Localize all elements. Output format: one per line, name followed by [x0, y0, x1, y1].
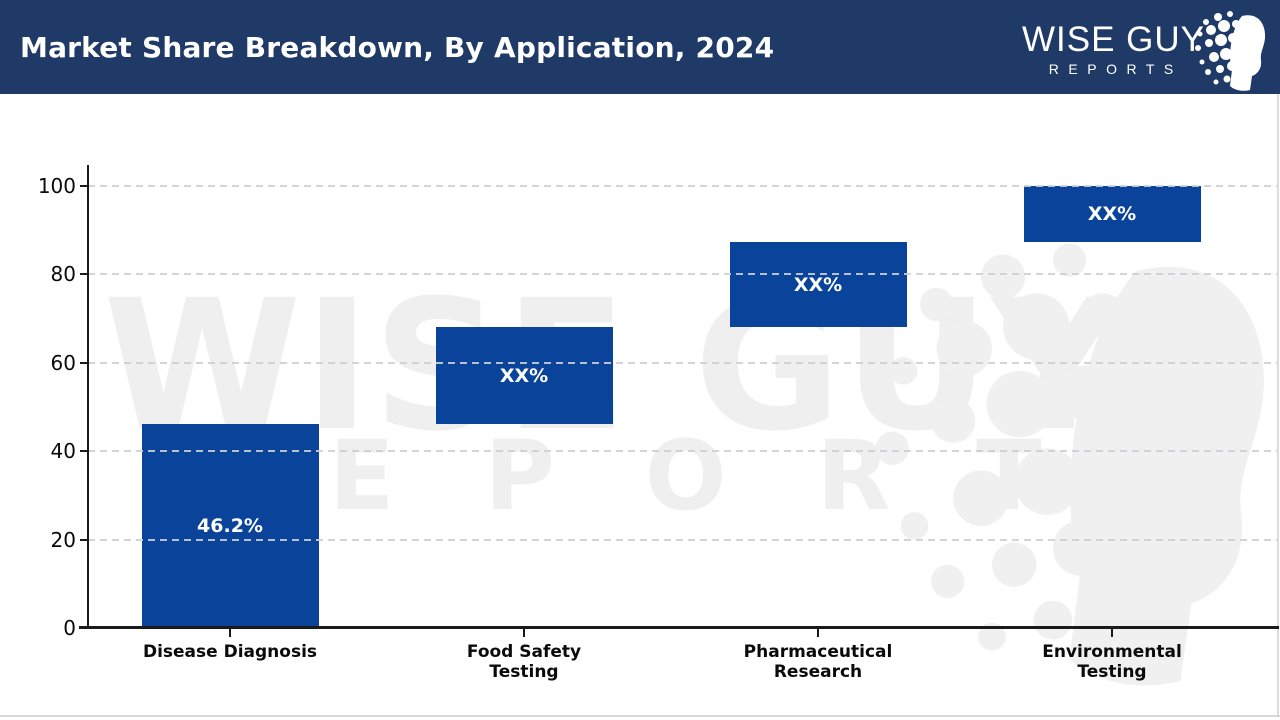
- y-tick-mark: [80, 361, 88, 364]
- y-tick-label: 40: [50, 439, 76, 464]
- gridline-y40: [88, 450, 1277, 453]
- gridline-y100: [88, 185, 1277, 187]
- bar-value-label: XX%: [793, 273, 843, 296]
- x-axis-line: [79, 626, 1279, 629]
- bar-1: [141, 423, 319, 628]
- bottom-edge-rule: [0, 715, 1280, 717]
- watermark-subword: REPORTS: [165, 420, 1280, 532]
- bar-3: [729, 242, 907, 328]
- y-tick-label: 20: [50, 527, 76, 552]
- y-tick-label: 80: [50, 262, 76, 287]
- gridline-y80: [88, 273, 1277, 276]
- y-tick-mark: [80, 450, 88, 453]
- x-category-label-line: Environmental: [1042, 642, 1182, 662]
- header-band: Market Share Breakdown, By Application, …: [0, 0, 1280, 94]
- y-tick-label: 60: [50, 350, 76, 375]
- x-category-label-line: Testing: [1077, 662, 1147, 682]
- x-category-label-line: Disease Diagnosis: [142, 642, 318, 662]
- brand-logo: WISE GUY REPORTS: [1022, 8, 1266, 91]
- y-tick-label: 0: [63, 616, 76, 640]
- page-title: Market Share Breakdown, By Application, …: [20, 30, 775, 64]
- x-tick-mark: [523, 629, 525, 637]
- gridline-y60: [88, 361, 1277, 364]
- x-tick-mark: [1111, 629, 1113, 637]
- y-tick-mark: [80, 538, 88, 541]
- brand-name: WISE GUY: [1022, 20, 1206, 59]
- watermark-face-icon: [875, 243, 1264, 686]
- x-tick-mark: [817, 629, 819, 637]
- bar-value-label: 46.2%: [197, 514, 263, 537]
- brand-face-icon: [1195, 11, 1266, 91]
- x-category-label: Pharmaceutical Research: [678, 642, 958, 682]
- y-tick-mark: [80, 627, 88, 629]
- x-tick-mark: [229, 629, 231, 637]
- y-axis-line: [87, 165, 89, 629]
- bar-2: [435, 327, 613, 424]
- gridline-y20: [88, 538, 1277, 541]
- x-category-label-line: Food Safety: [466, 642, 582, 662]
- y-tick-mark: [80, 185, 88, 187]
- x-category-label-line: Pharmaceutical: [743, 642, 893, 662]
- bar-value-label: XX%: [1087, 203, 1137, 226]
- brand-logo-text: WISE GUY REPORTS: [1022, 20, 1206, 78]
- x-category-label: Disease Diagnosis: [90, 642, 370, 662]
- x-category-label: Environmental Testing: [972, 642, 1252, 682]
- brand-subname: REPORTS: [1048, 61, 1183, 77]
- y-tick-mark: [80, 273, 88, 276]
- x-category-label-line: Testing: [489, 662, 559, 682]
- x-category-label: Food Safety Testing: [384, 642, 664, 682]
- x-category-label-line: Research: [773, 662, 863, 682]
- bar-4: [1023, 186, 1201, 243]
- bar-value-label: XX%: [499, 364, 549, 387]
- right-edge-rule: [1277, 94, 1279, 716]
- y-tick-label: 100: [37, 174, 76, 198]
